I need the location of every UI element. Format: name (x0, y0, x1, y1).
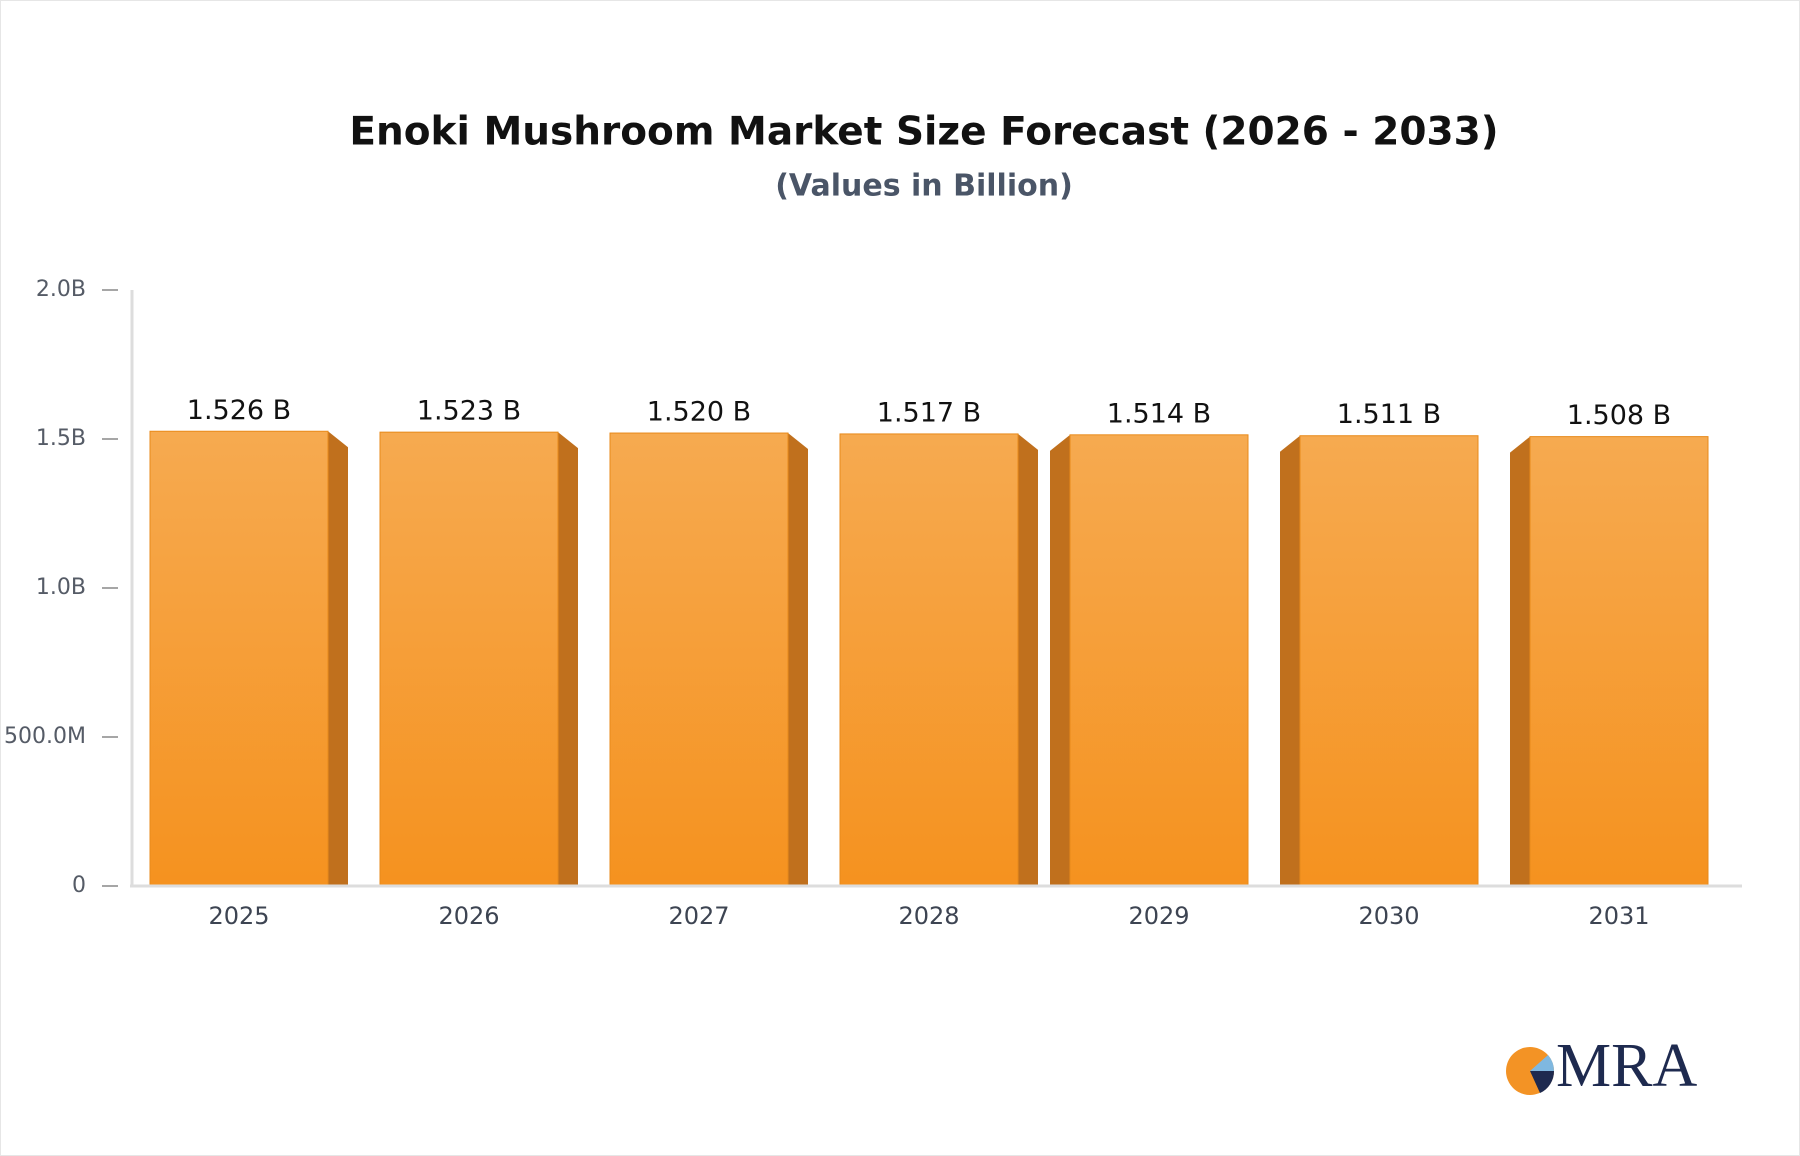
value-label: 1.526 B (187, 395, 291, 426)
y-tick-label: 2.0B (36, 277, 86, 302)
bar (1069, 434, 1249, 887)
bar (609, 432, 789, 887)
chart-title: Enoki Mushroom Market Size Forecast (202… (349, 110, 1498, 155)
bar-side (328, 431, 348, 886)
bar-side (1050, 434, 1070, 886)
y-tick-label: 1.5B (36, 426, 86, 451)
bar-side (788, 433, 808, 886)
value-label: 1.517 B (877, 397, 981, 428)
bar-side (1280, 435, 1300, 886)
x-tick-label: 2031 (1588, 902, 1649, 930)
chart-subtitle: (Values in Billion) (775, 169, 1073, 204)
bar (379, 431, 559, 887)
y-tick-label: 500.0M (4, 724, 86, 749)
y-tick-label: 0 (72, 873, 86, 898)
y-tick-label: 1.0B (36, 575, 86, 600)
x-tick-label: 2025 (208, 902, 269, 930)
value-label: 1.508 B (1567, 400, 1671, 431)
bar (1529, 436, 1709, 887)
x-tick-label: 2029 (1128, 902, 1189, 930)
logo-icon-slice (1530, 1071, 1555, 1093)
x-tick-label: 2026 (438, 902, 499, 930)
value-label: 1.520 B (647, 397, 751, 428)
value-label: 1.523 B (417, 396, 521, 427)
bar (839, 433, 1019, 887)
value-label: 1.514 B (1107, 398, 1211, 429)
logo-icon-slice (1530, 1055, 1555, 1071)
logo: MRA (1506, 1032, 1697, 1100)
bar-side (558, 432, 578, 886)
x-tick-label: 2028 (898, 902, 959, 930)
bar-side (1018, 433, 1038, 886)
bar (149, 430, 329, 887)
logo-text: MRA (1556, 1032, 1697, 1100)
x-tick-label: 2027 (668, 902, 729, 930)
x-tick-label: 2030 (1358, 902, 1419, 930)
bar-side (1510, 436, 1530, 886)
value-label: 1.511 B (1337, 399, 1441, 430)
bar (1299, 435, 1479, 887)
